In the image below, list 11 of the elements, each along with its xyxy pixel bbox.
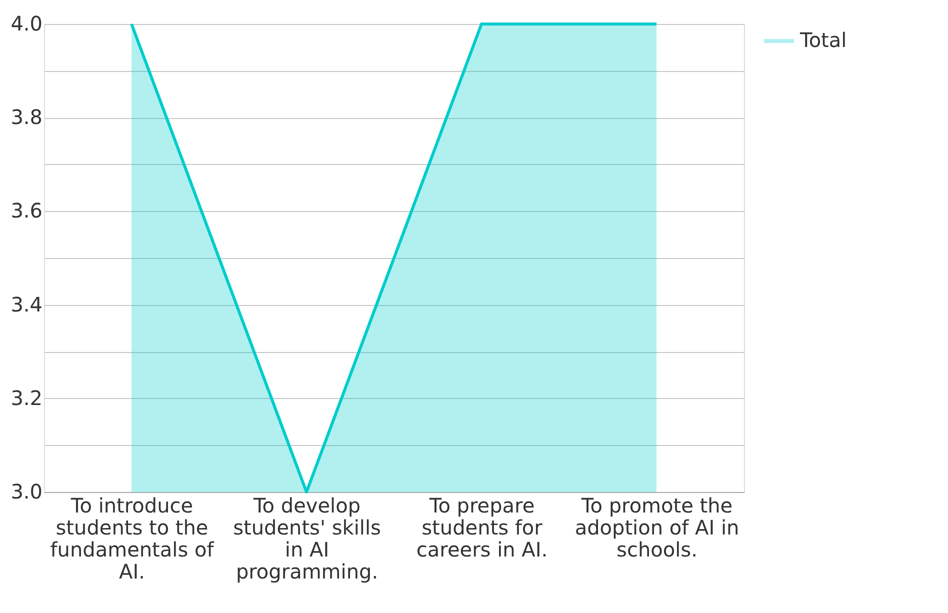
y-tick-label: 3.8: [10, 105, 42, 130]
y-tick-label: 4.0: [10, 12, 42, 36]
x-tick-label: To introduce students to the fundamentals of AI.: [50, 494, 215, 584]
y-tick-label: 3.4: [10, 292, 42, 316]
legend-label: Total: [799, 28, 847, 52]
y-tick-label: 3.0: [10, 480, 42, 504]
y-tick-label: 3.6: [10, 198, 42, 223]
x-tick-label: To develop students' skills in AI programming.: [233, 494, 381, 584]
y-tick-label: 3.2: [10, 386, 42, 410]
x-tick-label: To promote the adoption of AI in schools.: [574, 494, 740, 562]
x-tick-label: To prepare students for careers in AI.: [416, 494, 548, 562]
